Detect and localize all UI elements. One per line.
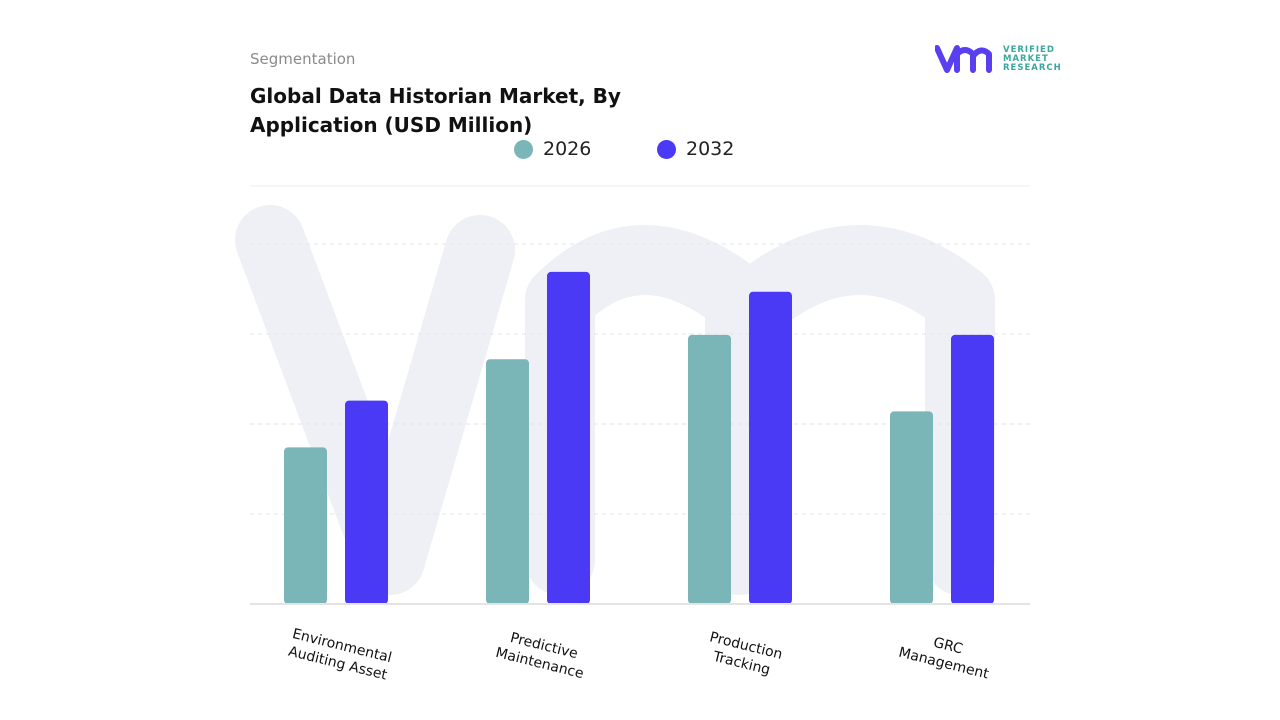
bar-2026-0 (284, 447, 327, 604)
logo-text-line: RESEARCH (1003, 62, 1062, 73)
vmr-logo-icon (935, 45, 992, 73)
segment-label: Segmentation (250, 50, 356, 68)
chart-title: Global Data Historian Market, By Applica… (250, 84, 621, 137)
logo-text-line: VERIFIED (1003, 44, 1055, 55)
bar-2032-1 (547, 271, 590, 604)
bar-2032-0 (345, 400, 388, 604)
x-tick-label: ProductionTracking (704, 629, 784, 680)
legend-swatch-2026 (514, 139, 533, 159)
x-tick-label: PredictiveMaintenance (494, 627, 590, 682)
legend-label-2026: 2026 (543, 138, 592, 160)
vmr-logo: VERIFIED MARKET RESEARCH (935, 44, 1062, 74)
x-tick-label: EnvironmentalAuditing Asset (286, 626, 393, 684)
bar-2032-3 (951, 334, 994, 604)
bar-2026-1 (486, 359, 529, 604)
x-tick-label: GRCManagement (897, 627, 995, 682)
legend-swatch-2032 (657, 139, 676, 159)
logo-text-line: MARKET (1003, 53, 1049, 64)
legend-item-2032: 2032 (657, 138, 734, 160)
legend-item-2026: 2026 (514, 138, 591, 160)
bar-2026-2 (688, 334, 731, 604)
bar-2032-2 (749, 291, 792, 604)
legend-label-2032: 2032 (686, 138, 735, 160)
bar-2026-3 (890, 411, 933, 604)
logo-text: VERIFIED MARKET RESEARCH (1003, 44, 1062, 73)
